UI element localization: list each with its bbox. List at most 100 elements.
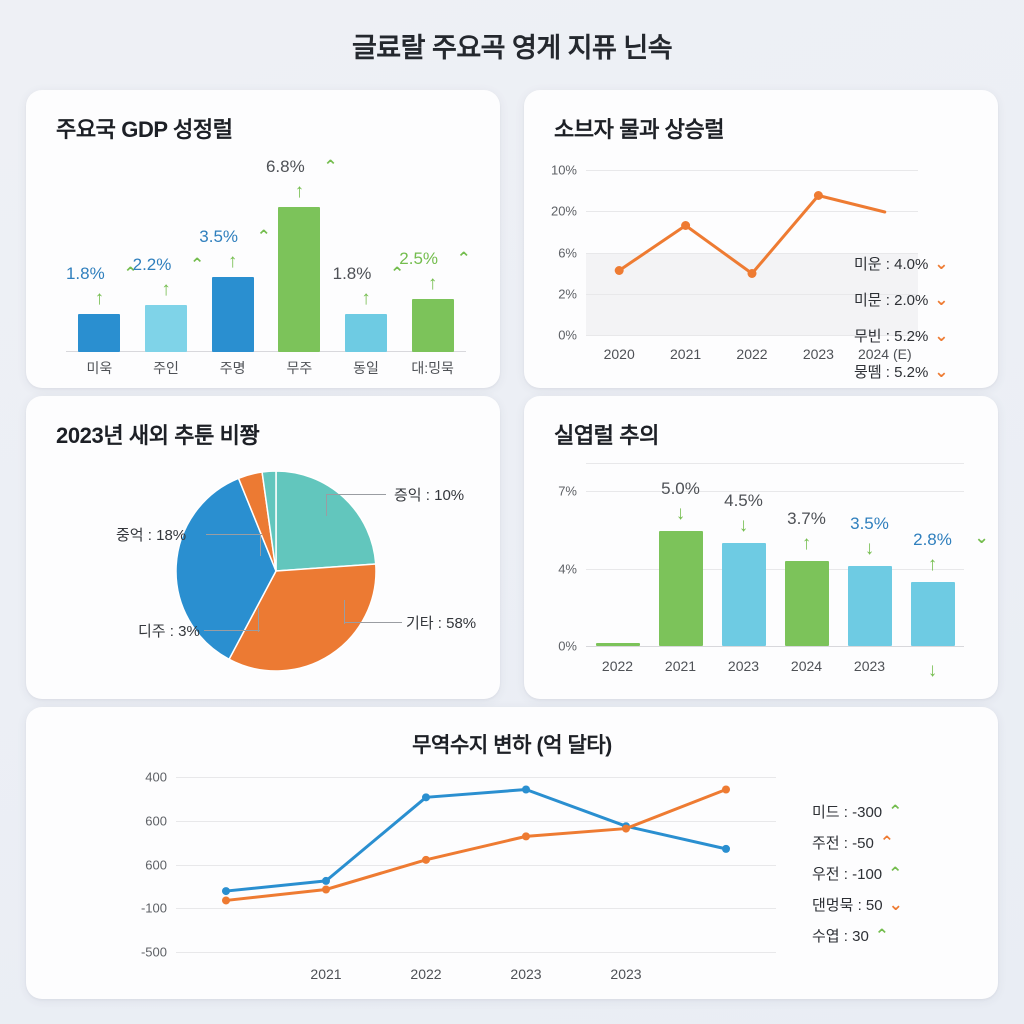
chevron-down-icon: ⌄ <box>934 362 949 381</box>
x-axis-tick: 2021 <box>670 346 702 362</box>
bar-value-label: 1.8% <box>332 263 372 283</box>
cpi-line-chart: 10% 20% 6% 2% 0% 2020 2021 2022 2023 2024 (E) <box>551 163 918 362</box>
chevron-up-icon: ⌃ <box>888 802 903 821</box>
x-axis-tick: 2023 <box>727 658 760 674</box>
arrow-up-icon: ↑ <box>94 287 105 309</box>
arrow-up-icon: ↑ <box>427 272 438 294</box>
legend-label: 수엽 : 30 <box>812 928 869 945</box>
gridline <box>586 463 964 464</box>
gridline <box>176 777 776 778</box>
gridline <box>586 568 964 570</box>
pie-slice-label: 디주 : 3% <box>138 623 200 640</box>
cpi-series-path <box>614 191 887 278</box>
bar <box>345 313 387 352</box>
legend-item[interactable]: 뭉뗌 : 5.2% ⌄ <box>854 361 949 382</box>
gridline <box>176 820 776 822</box>
chevron-down-icon: ⌄ <box>934 254 949 273</box>
bar-value-label: 3.5% <box>199 227 239 247</box>
bar-value-label: 6.8% <box>265 157 305 177</box>
bar <box>78 313 121 352</box>
y-axis-tick: 20% <box>550 203 577 219</box>
leader-line <box>344 622 402 623</box>
gridline <box>586 293 918 295</box>
bar <box>721 542 766 646</box>
x-axis-tick: 2022 <box>410 966 442 982</box>
legend-item[interactable]: 미문 : 2.0% ⌄ <box>854 289 949 310</box>
y-axis-tick: 600 <box>145 857 167 872</box>
y-axis-tick: 4% <box>558 561 577 576</box>
arrow-down-icon: ↓ <box>927 660 938 681</box>
chevron-up-icon: ⌃ <box>123 263 138 283</box>
y-axis-tick: 400 <box>145 769 167 785</box>
bar-value-label: 2.5% <box>399 248 439 268</box>
gdp-bar-chart: ↑ 1.8% ⌃ 미욱 ↑ 2.2% ⌃ 주인 ↑ 3.5% ⌃ 주명 ↑ 6.8% ⌃ 무주 ↑ 1.8% ⌃ 동일… <box>65 157 471 376</box>
legend-label: 무빈 : 5.2% <box>854 328 929 345</box>
dashboard-title: 글료랄 주요곡 영게 지퓨 닌속 <box>351 33 673 63</box>
chevron-down-icon: ⌄ <box>888 895 903 914</box>
x-axis-tick: 2023 <box>853 658 886 674</box>
legend-item[interactable]: 수엽 : 30 ⌃ <box>812 925 889 946</box>
bar <box>847 565 892 646</box>
legend-item[interactable]: 댄멍묵 : 50 ⌄ <box>812 894 903 915</box>
chevron-up-icon: ⌃ <box>256 227 271 247</box>
bar-value-label: 1.8% <box>65 263 105 283</box>
gridline <box>586 211 918 213</box>
leader-line <box>326 494 327 516</box>
leader-line <box>260 534 261 556</box>
panel-trade-title: 무역수지 변하 (억 달타) <box>412 734 612 757</box>
gridline <box>176 952 776 953</box>
bar <box>784 561 829 646</box>
x-axis-tick: 2024 <box>790 658 823 674</box>
panel-trade-balance: 무역수지 변하 (억 달타) 400 600 600 -100 -500 2021 2022… <box>26 707 998 999</box>
panel-gdp-growth: 주요국 GDP 성정럴 ↑ 1.8% ⌃ 미욱 ↑ 2.2% ⌃ 주인 ↑ 3.5% ⌃ 주명 ↑ 6.8… <box>26 90 500 388</box>
legend-item[interactable]: 미운 : 4.0% ⌄ <box>854 253 949 274</box>
pie-slice[interactable] <box>261 471 277 572</box>
y-axis-tick: -500 <box>140 944 167 960</box>
y-axis-tick: 7% <box>558 483 577 499</box>
x-axis-tick: 2023 <box>610 966 642 982</box>
legend-item[interactable]: 우전 : -100 ⌃ <box>812 863 902 884</box>
x-axis-tick: 대:밍묵 <box>411 360 454 376</box>
bar-value-label: 5.0% <box>661 479 700 499</box>
pie-slice[interactable] <box>176 477 277 661</box>
chevron-up-icon: ⌃ <box>874 926 890 945</box>
gridline <box>176 864 776 866</box>
x-axis-tick: 주명 <box>219 360 246 376</box>
y-axis-tick: -100 <box>140 900 167 916</box>
legend-item[interactable]: 미드 : -300 ⌃ <box>812 801 902 822</box>
x-axis-tick: 2024 (E) <box>857 346 912 362</box>
y-axis-tick: 0% <box>558 638 577 654</box>
x-axis-tick: 미욱 <box>86 360 113 376</box>
bar <box>211 277 254 352</box>
legend-item[interactable]: 무빈 : 5.2% ⌄ <box>854 325 949 346</box>
chevron-down-icon: ⌄ <box>934 290 949 309</box>
leader-line <box>258 608 259 632</box>
arrow-up-icon: ↑ <box>294 181 305 203</box>
bar <box>595 643 640 646</box>
gridline <box>586 491 964 492</box>
bar-value-label: 2.8% <box>913 529 952 549</box>
pie-slice[interactable] <box>275 471 376 572</box>
unemployment-bar-chart: 7% 4% 0% 2022 ↓ 5.0% 2021 ↓ 4.5% 2023 ↑ 3.7% 2024 ↓ 3.… <box>558 463 989 680</box>
x-axis-tick: 2023 <box>510 966 542 982</box>
y-axis-tick: 10% <box>550 162 577 178</box>
bar <box>278 207 321 352</box>
panel-pie-title: 2023년 새외 추툰 비쫭 <box>56 423 260 448</box>
legend-item[interactable]: 주전 : -50 ⌃ <box>812 832 894 853</box>
chevron-down-icon: ⌄ <box>974 527 989 547</box>
chevron-up-icon: ⌃ <box>888 864 903 883</box>
legend-label: 우전 : -100 <box>812 866 883 883</box>
chevron-up-icon: ⌃ <box>456 248 471 268</box>
panel-unemployment: 실엽럴 추의 7% 4% 0% 2022 ↓ 5.0% 2021 ↓ 4.5% 2023 ↑ 3.7%… <box>524 396 998 699</box>
x-axis-tick: 2020 <box>603 346 635 362</box>
y-axis-tick: 0% <box>558 327 577 343</box>
gridline <box>586 335 918 336</box>
arrow-up-icon: ↑ <box>227 251 238 273</box>
chevron-up-icon: ⌃ <box>390 263 405 283</box>
bar-value-label: 4.5% <box>724 490 763 510</box>
bar-value-label: 2.2% <box>132 255 172 275</box>
panel-gdp-title: 주요국 GDP 성정럴 <box>56 117 233 142</box>
pie-svg <box>176 471 376 671</box>
arrow-down-icon: ↓ <box>864 537 875 559</box>
arrow-up-icon: ↑ <box>801 533 812 555</box>
